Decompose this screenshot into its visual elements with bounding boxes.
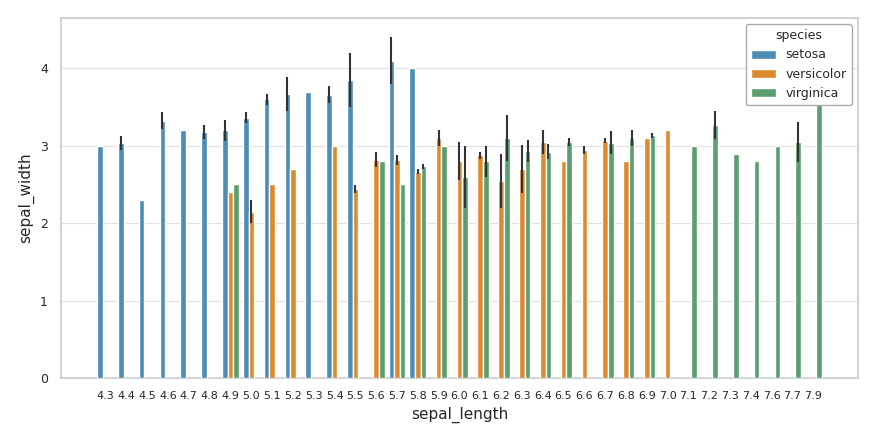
Bar	[483, 161, 489, 378]
Bar	[228, 192, 233, 378]
Bar	[608, 142, 613, 378]
Bar	[442, 146, 447, 378]
Bar	[691, 146, 697, 378]
Bar	[415, 172, 420, 378]
Bar	[97, 146, 102, 378]
Bar	[567, 142, 572, 378]
Bar	[644, 138, 650, 378]
X-axis label: sepal_length: sepal_length	[411, 407, 508, 423]
Legend: setosa, versicolor, virginica: setosa, versicolor, virginica	[745, 24, 851, 105]
Bar	[456, 161, 463, 378]
Bar	[332, 146, 337, 378]
Bar	[352, 189, 358, 378]
Bar	[379, 161, 385, 378]
Bar	[243, 118, 249, 378]
Bar	[733, 153, 738, 378]
Bar	[269, 184, 275, 378]
Bar	[201, 132, 207, 378]
Bar	[582, 149, 587, 378]
Bar	[498, 181, 504, 378]
Bar	[795, 142, 801, 378]
Bar	[603, 141, 608, 378]
Bar	[546, 152, 551, 378]
Bar	[525, 151, 530, 378]
Bar	[504, 138, 510, 378]
Bar	[420, 166, 427, 378]
Bar	[650, 135, 655, 378]
Bar	[816, 84, 822, 378]
Bar	[774, 146, 781, 378]
Bar	[306, 92, 311, 378]
Bar	[223, 130, 228, 378]
Bar	[463, 177, 468, 378]
Bar	[326, 95, 332, 378]
Y-axis label: sepal_width: sepal_width	[18, 153, 34, 243]
Bar	[118, 143, 124, 378]
Bar	[180, 130, 186, 378]
Bar	[753, 161, 759, 378]
Bar	[540, 142, 546, 378]
Bar	[290, 169, 296, 378]
Bar	[436, 138, 442, 378]
Bar	[399, 184, 406, 378]
Bar	[629, 138, 634, 378]
Bar	[347, 80, 352, 378]
Bar	[138, 200, 145, 378]
Bar	[233, 184, 239, 378]
Bar	[519, 169, 525, 378]
Bar	[264, 99, 269, 378]
Bar	[389, 60, 394, 378]
Bar	[159, 120, 166, 378]
Bar	[561, 161, 567, 378]
Bar	[477, 155, 483, 378]
Bar	[394, 160, 399, 378]
Bar	[373, 160, 379, 378]
Bar	[665, 130, 670, 378]
Bar	[409, 68, 415, 378]
Bar	[712, 125, 717, 378]
Bar	[623, 161, 629, 378]
Bar	[249, 212, 254, 378]
Bar	[285, 94, 290, 378]
